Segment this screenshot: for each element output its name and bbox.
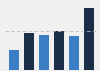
Bar [9,50,19,70]
Bar [39,35,49,70]
Bar [54,31,64,70]
Bar [69,36,79,70]
Bar [24,33,34,70]
Bar [84,8,94,70]
